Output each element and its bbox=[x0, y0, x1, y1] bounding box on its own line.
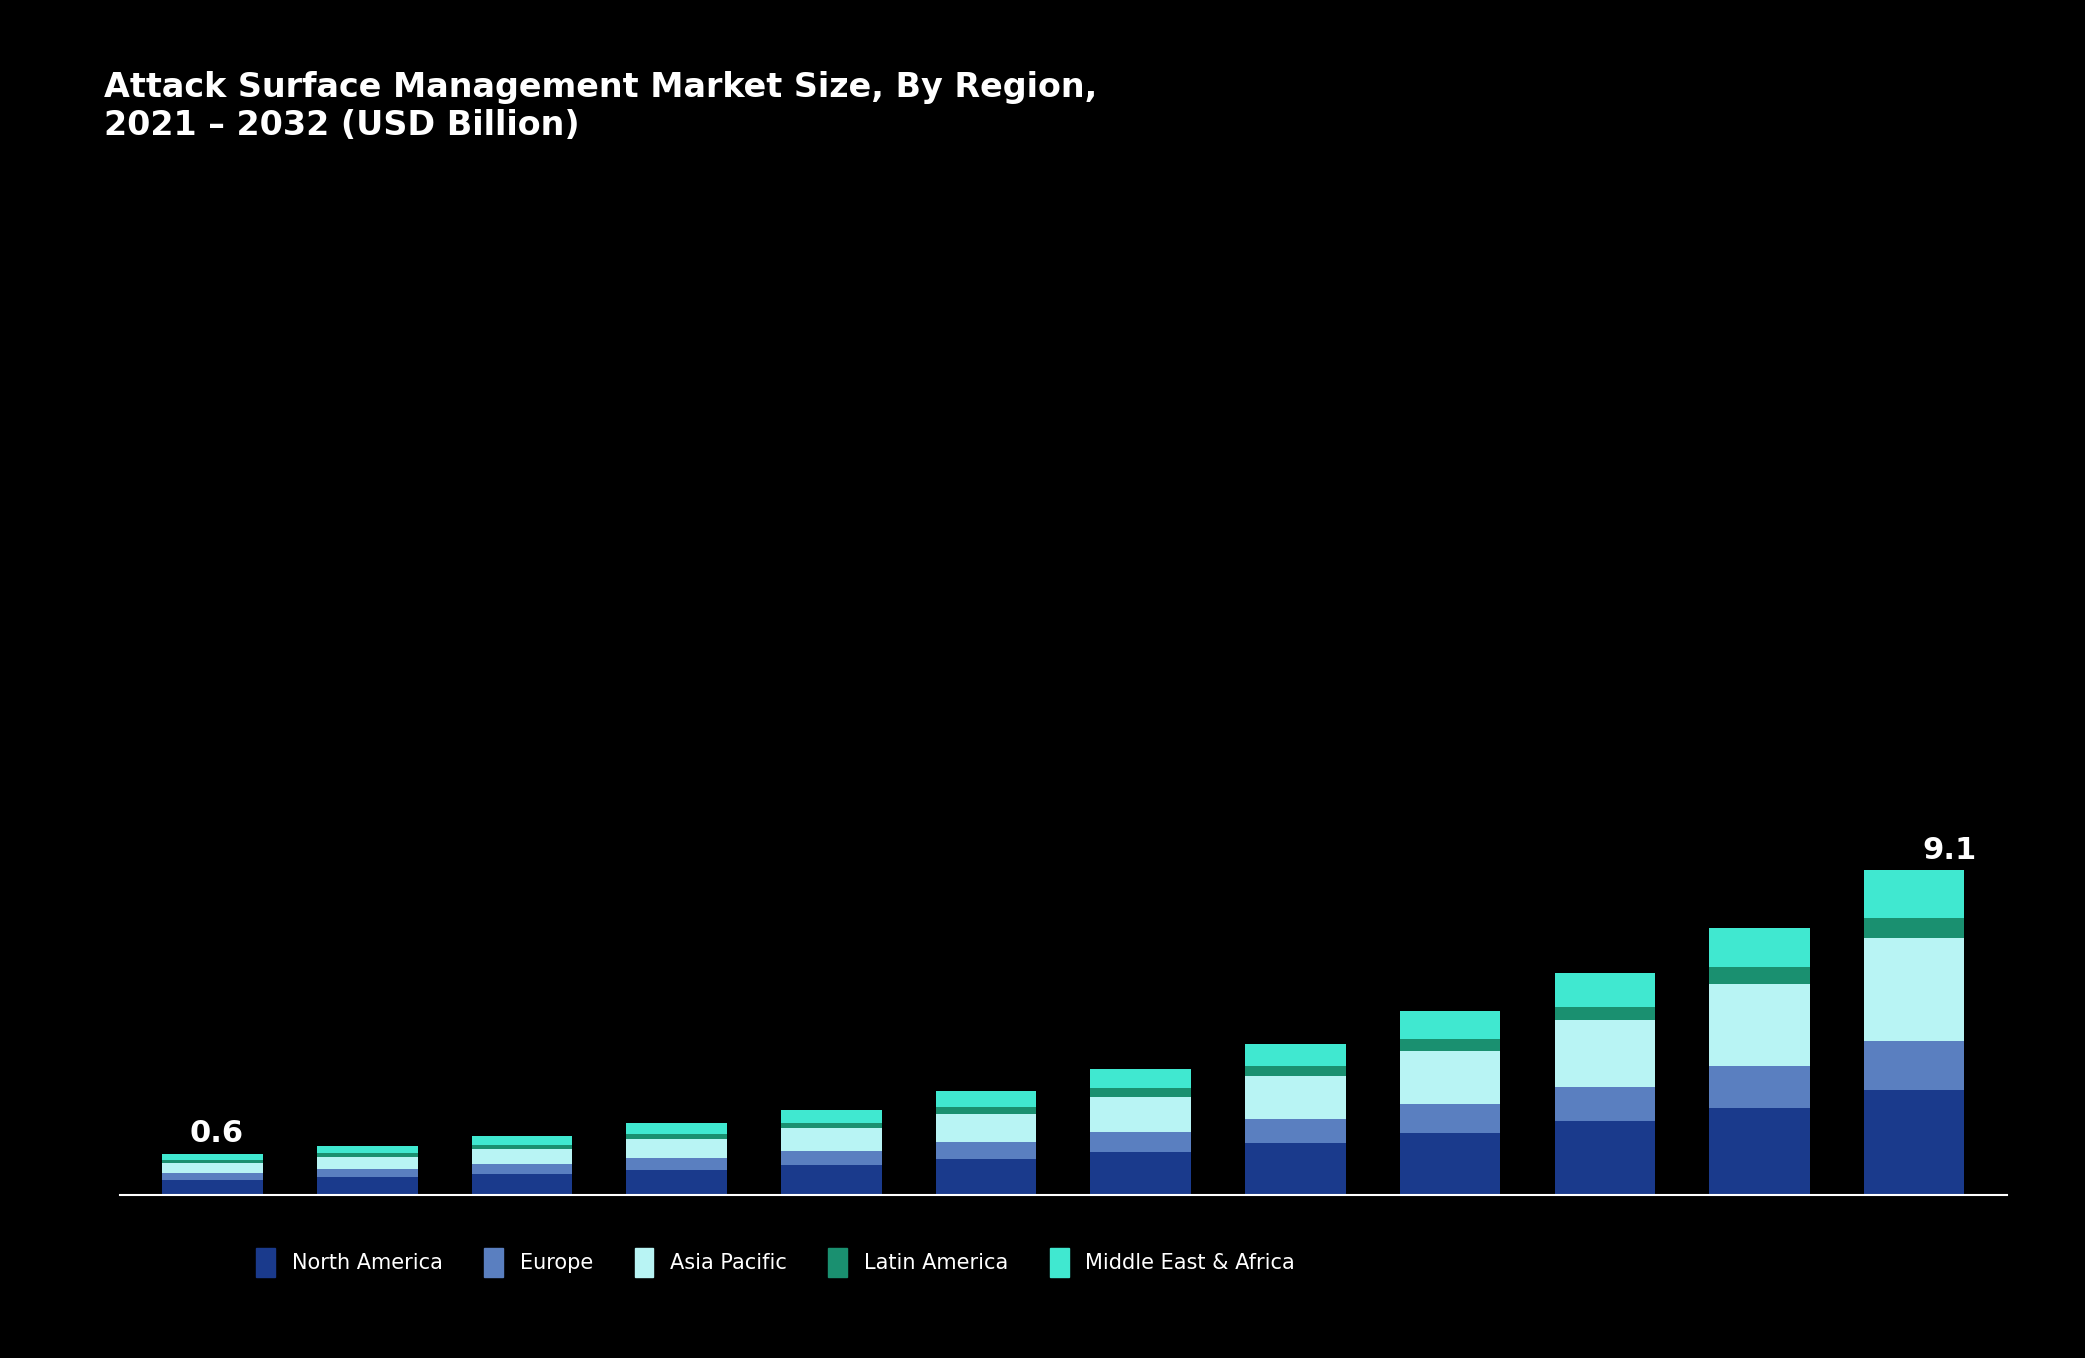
Bar bbox=[1864, 1042, 1964, 1090]
Bar bbox=[163, 1154, 263, 1160]
Bar bbox=[626, 1139, 728, 1158]
Bar bbox=[1090, 1088, 1191, 1097]
Bar bbox=[471, 1145, 571, 1149]
Bar bbox=[1399, 1012, 1501, 1039]
Bar bbox=[163, 1173, 263, 1180]
Bar bbox=[626, 1158, 728, 1169]
Bar bbox=[1245, 1066, 1345, 1076]
Bar bbox=[1399, 1104, 1501, 1133]
Bar bbox=[1864, 870, 1964, 918]
Bar bbox=[317, 1169, 417, 1177]
Bar bbox=[1090, 1097, 1191, 1131]
Bar bbox=[936, 1142, 1036, 1158]
Bar bbox=[936, 1107, 1036, 1114]
Bar bbox=[936, 1158, 1036, 1195]
Bar bbox=[163, 1160, 263, 1162]
Bar bbox=[1245, 1044, 1345, 1066]
Bar bbox=[1710, 967, 1810, 983]
Bar bbox=[1710, 928, 1810, 967]
Bar bbox=[1864, 918, 1964, 938]
Bar bbox=[1399, 1133, 1501, 1195]
Bar bbox=[163, 1180, 263, 1195]
Bar bbox=[317, 1177, 417, 1195]
Bar bbox=[782, 1123, 882, 1128]
Bar bbox=[936, 1114, 1036, 1142]
Text: 9.1: 9.1 bbox=[1922, 835, 1977, 865]
Bar bbox=[317, 1153, 417, 1157]
Bar bbox=[626, 1123, 728, 1134]
Bar bbox=[1555, 1086, 1655, 1122]
Text: Attack Surface Management Market Size, By Region,
2021 – 2032 (USD Billion): Attack Surface Management Market Size, B… bbox=[104, 71, 1097, 143]
Bar bbox=[1399, 1051, 1501, 1104]
Bar bbox=[1555, 1122, 1655, 1195]
Bar bbox=[782, 1109, 882, 1123]
Bar bbox=[317, 1146, 417, 1153]
Bar bbox=[1555, 974, 1655, 1006]
Bar bbox=[1090, 1131, 1191, 1152]
Bar bbox=[936, 1090, 1036, 1107]
Bar bbox=[1710, 983, 1810, 1066]
Bar bbox=[626, 1134, 728, 1139]
Bar bbox=[1864, 1090, 1964, 1195]
Bar bbox=[471, 1135, 571, 1145]
Bar bbox=[1710, 1066, 1810, 1108]
Bar bbox=[1399, 1039, 1501, 1051]
Bar bbox=[471, 1149, 571, 1164]
Legend: North America, Europe, Asia Pacific, Latin America, Middle East & Africa: North America, Europe, Asia Pacific, Lat… bbox=[246, 1237, 1305, 1287]
Bar bbox=[782, 1152, 882, 1165]
Bar bbox=[1245, 1076, 1345, 1119]
Text: 0.6: 0.6 bbox=[190, 1119, 244, 1149]
Bar bbox=[1555, 1006, 1655, 1020]
Bar bbox=[1090, 1152, 1191, 1195]
Bar bbox=[1090, 1069, 1191, 1088]
Bar bbox=[1710, 1108, 1810, 1195]
Bar bbox=[163, 1162, 263, 1173]
Bar bbox=[782, 1128, 882, 1152]
Bar bbox=[1245, 1143, 1345, 1195]
Bar bbox=[626, 1169, 728, 1195]
Bar bbox=[1555, 1020, 1655, 1086]
Bar bbox=[317, 1157, 417, 1169]
Bar bbox=[471, 1164, 571, 1173]
Bar bbox=[1864, 938, 1964, 1042]
Bar bbox=[1245, 1119, 1345, 1143]
Bar bbox=[471, 1173, 571, 1195]
Bar bbox=[782, 1165, 882, 1195]
